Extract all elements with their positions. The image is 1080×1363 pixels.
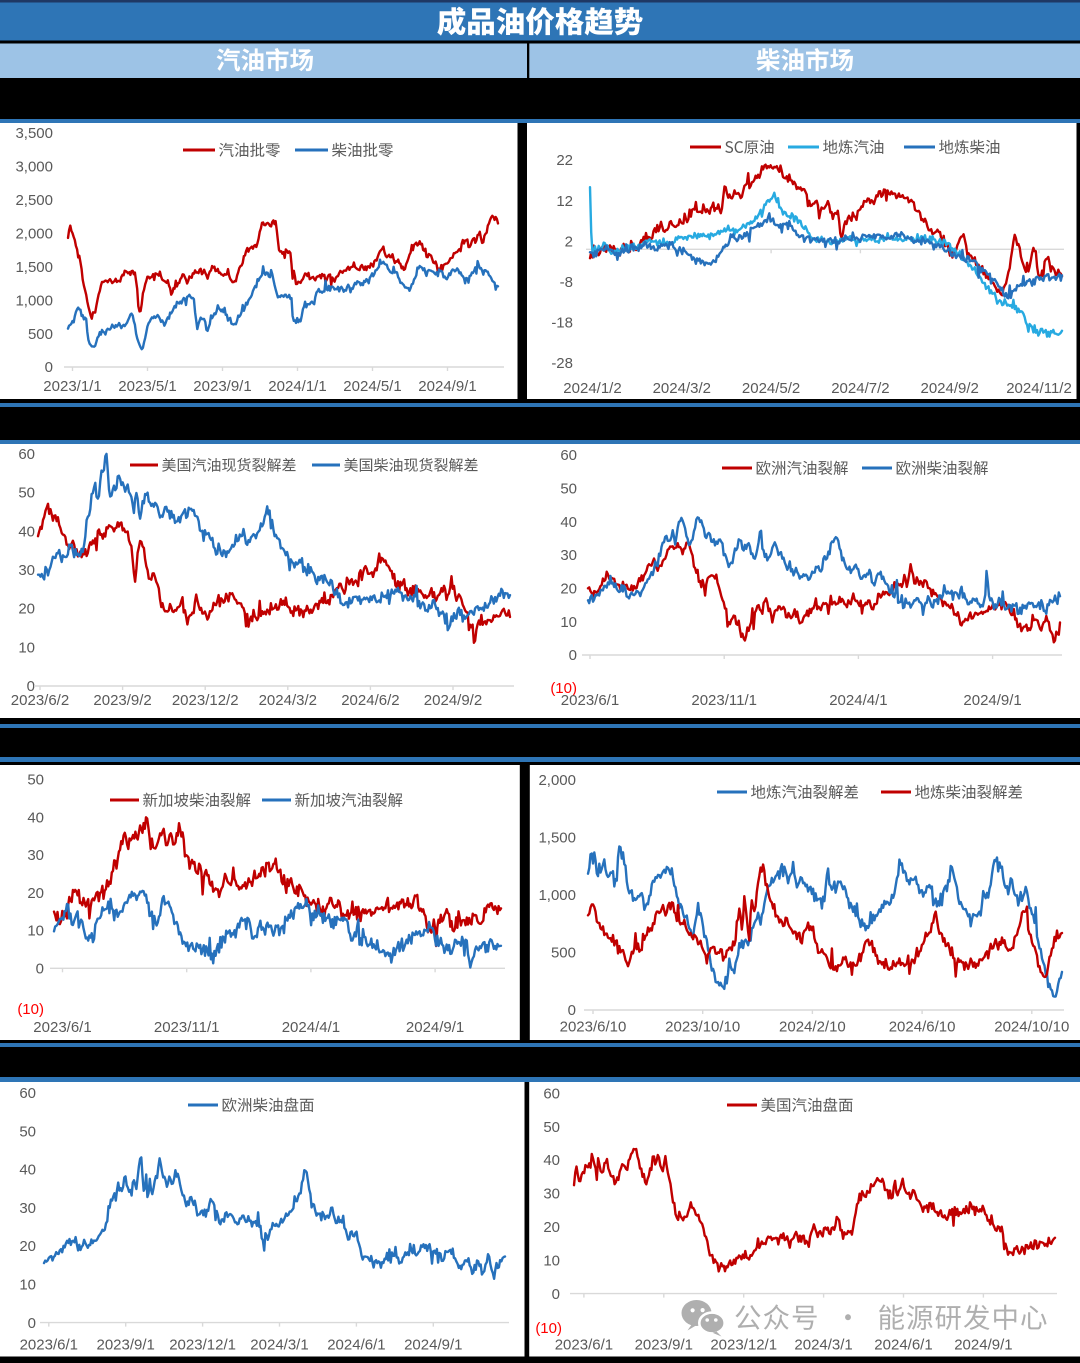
svg-text:(10): (10)	[17, 1001, 44, 1018]
svg-text:0: 0	[45, 359, 53, 376]
svg-text:2024/9/1: 2024/9/1	[404, 1337, 462, 1354]
svg-text:30: 30	[543, 1186, 560, 1203]
svg-text:500: 500	[28, 326, 53, 343]
svg-text:0: 0	[27, 678, 35, 695]
svg-text:(10): (10)	[550, 680, 577, 697]
svg-text:2024/3/2: 2024/3/2	[653, 380, 711, 397]
svg-text:40: 40	[27, 809, 44, 826]
svg-text:40: 40	[543, 1152, 560, 1169]
svg-text:1,500: 1,500	[15, 259, 53, 276]
svg-text:60: 60	[543, 1085, 560, 1102]
svg-text:2023/9/1: 2023/9/1	[97, 1337, 155, 1354]
svg-text:2024/4/1: 2024/4/1	[282, 1019, 340, 1036]
svg-text:2024/11/2: 2024/11/2	[1006, 380, 1072, 397]
svg-text:22: 22	[556, 152, 573, 169]
svg-text:2023/6/10: 2023/6/10	[560, 1019, 627, 1036]
svg-text:2023/5/1: 2023/5/1	[118, 378, 176, 395]
svg-text:2023/1/1: 2023/1/1	[43, 378, 101, 395]
svg-text:2024/10/10: 2024/10/10	[994, 1019, 1069, 1036]
svg-text:10: 10	[543, 1252, 560, 1269]
svg-text:1,000: 1,000	[15, 292, 53, 309]
svg-text:60: 60	[560, 447, 577, 464]
svg-text:1,500: 1,500	[538, 830, 576, 847]
svg-text:2024/6/2: 2024/6/2	[341, 692, 399, 709]
svg-text:-28: -28	[551, 355, 573, 372]
svg-text:-18: -18	[551, 315, 573, 332]
svg-text:2024/7/2: 2024/7/2	[831, 380, 889, 397]
svg-text:0: 0	[569, 647, 577, 664]
svg-text:2024/5/1: 2024/5/1	[343, 378, 401, 395]
svg-text:20: 20	[543, 1219, 560, 1236]
svg-text:60: 60	[18, 446, 35, 463]
svg-text:2023/9/2: 2023/9/2	[93, 692, 151, 709]
svg-text:20: 20	[18, 601, 35, 618]
svg-text:2024/2/10: 2024/2/10	[779, 1019, 846, 1036]
svg-text:50: 50	[19, 1123, 36, 1140]
svg-text:2024/3/1: 2024/3/1	[250, 1337, 308, 1354]
svg-text:2023/10/10: 2023/10/10	[665, 1019, 740, 1036]
svg-text:2023/9/1: 2023/9/1	[193, 378, 251, 395]
svg-text:30: 30	[27, 847, 44, 864]
svg-text:0: 0	[28, 1315, 36, 1332]
svg-text:2023/9/1: 2023/9/1	[635, 1337, 693, 1354]
svg-text:2024/4/1: 2024/4/1	[829, 692, 887, 709]
svg-text:12: 12	[556, 193, 573, 210]
svg-text:2,500: 2,500	[15, 192, 53, 209]
svg-text:2023/6/2: 2023/6/2	[11, 692, 69, 709]
svg-text:2023/6/1: 2023/6/1	[561, 692, 619, 709]
svg-text:30: 30	[18, 562, 35, 579]
svg-text:2024/1/1: 2024/1/1	[268, 378, 326, 395]
svg-text:0: 0	[36, 961, 44, 978]
svg-text:2024/9/1: 2024/9/1	[418, 378, 476, 395]
svg-text:(10): (10)	[535, 1320, 562, 1337]
svg-text:2023/6/1: 2023/6/1	[33, 1019, 91, 1036]
svg-text:0: 0	[568, 1002, 576, 1019]
svg-text:2023/11/1: 2023/11/1	[691, 692, 757, 709]
svg-text:2023/12/2: 2023/12/2	[172, 692, 239, 709]
svg-text:40: 40	[19, 1162, 36, 1179]
svg-text:2024/9/1: 2024/9/1	[954, 1337, 1012, 1354]
svg-text:1,000: 1,000	[538, 887, 576, 904]
svg-text:50: 50	[18, 485, 35, 502]
svg-text:2: 2	[565, 233, 573, 250]
svg-text:2024/5/2: 2024/5/2	[742, 380, 800, 397]
svg-text:60: 60	[19, 1085, 36, 1102]
svg-text:2024/6/10: 2024/6/10	[889, 1019, 956, 1036]
svg-text:20: 20	[19, 1238, 36, 1255]
svg-text:50: 50	[560, 481, 577, 498]
svg-text:2024/6/1: 2024/6/1	[327, 1337, 385, 1354]
svg-text:2023/6/1: 2023/6/1	[555, 1337, 613, 1354]
svg-text:2024/9/1: 2024/9/1	[406, 1019, 464, 1036]
svg-text:20: 20	[560, 581, 577, 598]
svg-text:2,000: 2,000	[538, 772, 576, 789]
svg-text:2023/12/1: 2023/12/1	[710, 1337, 777, 1354]
svg-text:40: 40	[18, 523, 35, 540]
svg-text:10: 10	[19, 1277, 36, 1294]
svg-text:500: 500	[551, 945, 576, 962]
svg-text:2024/6/1: 2024/6/1	[874, 1337, 932, 1354]
svg-text:50: 50	[543, 1119, 560, 1136]
svg-text:10: 10	[560, 614, 577, 631]
svg-text:2023/11/1: 2023/11/1	[154, 1019, 220, 1036]
svg-text:50: 50	[27, 772, 44, 789]
svg-text:2023/12/1: 2023/12/1	[169, 1337, 236, 1354]
svg-text:2024/9/2: 2024/9/2	[424, 692, 482, 709]
svg-text:2024/3/2: 2024/3/2	[259, 692, 317, 709]
svg-text:2,000: 2,000	[15, 226, 53, 243]
svg-text:3,000: 3,000	[15, 159, 53, 176]
svg-text:2024/1/2: 2024/1/2	[563, 380, 621, 397]
svg-text:30: 30	[19, 1200, 36, 1217]
svg-text:2024/9/2: 2024/9/2	[921, 380, 979, 397]
svg-text:3,500: 3,500	[15, 125, 53, 142]
svg-text:2024/3/1: 2024/3/1	[794, 1337, 852, 1354]
svg-text:-8: -8	[560, 274, 573, 291]
svg-text:0: 0	[552, 1286, 560, 1303]
svg-text:10: 10	[27, 923, 44, 940]
svg-text:40: 40	[560, 514, 577, 531]
svg-text:2024/9/1: 2024/9/1	[963, 692, 1021, 709]
svg-text:10: 10	[18, 640, 35, 657]
svg-text:30: 30	[560, 547, 577, 564]
svg-text:2023/6/1: 2023/6/1	[20, 1337, 78, 1354]
svg-text:20: 20	[27, 885, 44, 902]
